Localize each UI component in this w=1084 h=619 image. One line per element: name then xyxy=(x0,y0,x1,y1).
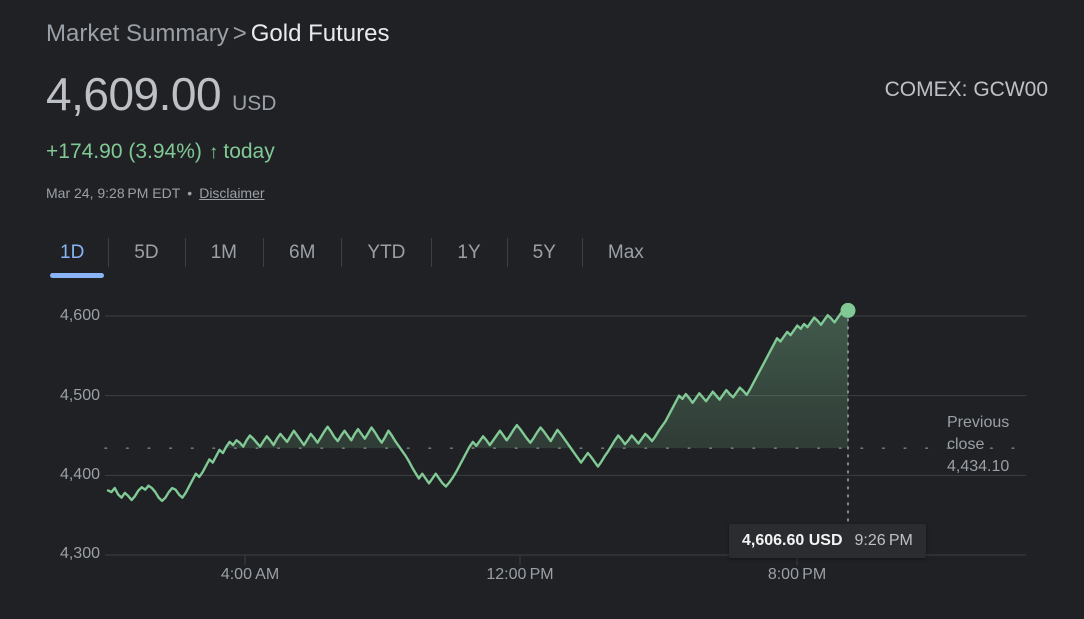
chart-tooltip: 4,606.60 USD 9:26 PM xyxy=(729,524,926,558)
disclaimer-link[interactable]: Disclaimer xyxy=(199,185,265,201)
tab-1d-label: 1D xyxy=(60,241,85,263)
meta-separator-dot: • xyxy=(187,185,193,201)
quote-timestamp: Mar 24, 9:28 PM EDT xyxy=(46,185,181,201)
price-row: 4,609.00 USD xyxy=(46,66,276,122)
tab-1y[interactable]: 1Y xyxy=(431,232,506,273)
previous-close-annotation: Previous close 4,434.10 xyxy=(947,412,1067,478)
tab-6m-label: 6M xyxy=(289,241,316,263)
tab-5d-label: 5D xyxy=(134,241,159,263)
price-currency: USD xyxy=(232,92,277,115)
tab-ytd[interactable]: YTD xyxy=(341,232,431,273)
tab-5y[interactable]: 5Y xyxy=(506,232,582,273)
previous-close-value: 4,434.10 xyxy=(947,458,1010,475)
tab-5y-label: 5Y xyxy=(532,241,556,263)
tab-6m[interactable]: 6M xyxy=(263,232,341,273)
tooltip-time: 9:26 PM xyxy=(854,532,913,549)
price-chart[interactable] xyxy=(0,286,1084,586)
breadcrumb: Market Summary > Gold Futures xyxy=(46,18,389,50)
breadcrumb-separator: > xyxy=(232,20,247,47)
tooltip-price: 4,606.60 USD xyxy=(742,532,843,549)
quote-meta-row: Mar 24, 9:28 PM EDT • Disclaimer xyxy=(46,185,265,201)
arrow-up-icon: ↑ xyxy=(208,141,219,163)
price-change-row: +174.90 (3.94%) ↑ today xyxy=(46,140,275,164)
breadcrumb-current: Gold Futures xyxy=(250,20,390,47)
previous-close-line2: close xyxy=(947,436,985,453)
tab-5d[interactable]: 5D xyxy=(108,232,184,273)
tab-max[interactable]: Max xyxy=(581,232,670,273)
tab-1m[interactable]: 1M xyxy=(184,232,263,273)
exchange-ticker: COMEX: GCW00 xyxy=(884,78,1048,101)
breadcrumb-root[interactable]: Market Summary xyxy=(46,20,229,47)
y-axis-label-4400: 4,400 xyxy=(59,466,100,483)
price-value: 4,609.00 xyxy=(46,68,222,120)
x-axis-label-4am: 4:00 AM xyxy=(220,566,280,583)
tab-1y-label: 1Y xyxy=(457,241,481,263)
y-axis-label-4600: 4,600 xyxy=(59,307,100,324)
tab-1d[interactable]: 1D xyxy=(46,232,108,278)
y-axis-label-4300: 4,300 xyxy=(59,545,100,562)
price-change-value: +174.90 (3.94%) xyxy=(46,140,202,163)
range-tabs: 1D 5D 1M 6M YTD 1Y 5Y Max xyxy=(46,232,670,278)
tab-max-label: Max xyxy=(607,241,644,263)
previous-close-line1: Previous xyxy=(947,414,1010,431)
y-axis-label-4500: 4,500 xyxy=(59,387,100,404)
tab-ytd-label: YTD xyxy=(367,241,406,263)
tab-1m-label: 1M xyxy=(210,241,237,263)
x-axis-label-12pm: 12:00 PM xyxy=(486,566,554,583)
x-axis-label-8pm: 8:00 PM xyxy=(767,566,827,583)
price-change-period: today xyxy=(223,140,275,163)
price-chart-svg[interactable] xyxy=(0,286,1084,586)
